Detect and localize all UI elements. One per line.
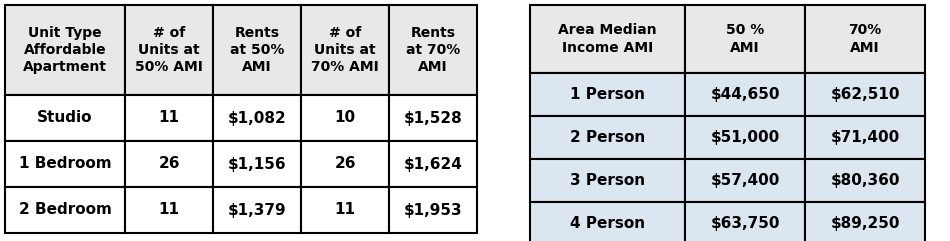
Bar [805,116,925,159]
Bar [685,159,805,202]
Text: Rents
at 50%
AMI: Rents at 50% AMI [230,26,284,74]
Bar [805,202,925,241]
Bar [530,5,685,73]
Bar [685,5,805,73]
Bar [213,95,301,141]
Text: $71,400: $71,400 [830,130,900,145]
Bar [530,159,685,202]
Text: 50 %
AMI: 50 % AMI [726,23,764,55]
Text: Unit Type
Affordable
Apartment: Unit Type Affordable Apartment [23,26,107,74]
Text: 11: 11 [159,202,180,217]
Text: 4 Person: 4 Person [570,216,645,231]
Bar [530,202,685,241]
Text: $1,379: $1,379 [228,202,286,217]
Text: Studio: Studio [37,111,93,126]
Bar [389,187,477,233]
Text: $1,624: $1,624 [404,156,463,172]
Bar [301,5,389,95]
Bar [5,141,125,187]
Bar [5,187,125,233]
Bar [301,95,389,141]
Text: 10: 10 [334,111,355,126]
Text: $57,400: $57,400 [711,173,780,188]
Text: $80,360: $80,360 [830,173,900,188]
Text: # of
Units at
70% AMI: # of Units at 70% AMI [312,26,379,74]
Bar [125,95,213,141]
Bar [685,116,805,159]
Text: $51,000: $51,000 [711,130,780,145]
Text: 11: 11 [159,111,180,126]
Bar [301,141,389,187]
Text: $1,528: $1,528 [404,111,463,126]
Text: $63,750: $63,750 [711,216,780,231]
Bar [213,5,301,95]
Bar [685,202,805,241]
Bar [5,95,125,141]
Text: $89,250: $89,250 [830,216,900,231]
Bar [805,159,925,202]
Bar [125,141,213,187]
Bar [125,187,213,233]
Bar [389,5,477,95]
Text: $1,082: $1,082 [228,111,286,126]
Text: 26: 26 [159,156,180,172]
Text: 1 Person: 1 Person [570,87,645,102]
Text: Rents
at 70%
AMI: Rents at 70% AMI [406,26,460,74]
Text: $62,510: $62,510 [830,87,900,102]
Text: 2 Bedroom: 2 Bedroom [19,202,111,217]
Bar [685,73,805,116]
Bar [389,95,477,141]
Bar [805,73,925,116]
Bar [301,187,389,233]
Text: 11: 11 [334,202,355,217]
Text: $1,156: $1,156 [228,156,286,172]
Bar [805,5,925,73]
Bar [389,141,477,187]
Text: Area Median
Income AMI: Area Median Income AMI [559,23,656,55]
Bar [125,5,213,95]
Text: $1,953: $1,953 [404,202,463,217]
Text: # of
Units at
50% AMI: # of Units at 50% AMI [135,26,203,74]
Text: 2 Person: 2 Person [570,130,645,145]
Text: 1 Bedroom: 1 Bedroom [19,156,111,172]
Bar [530,73,685,116]
Text: 26: 26 [334,156,355,172]
Bar [5,5,125,95]
Bar [530,116,685,159]
Text: 3 Person: 3 Person [570,173,645,188]
Text: $44,650: $44,650 [711,87,780,102]
Text: 70%
AMI: 70% AMI [848,23,882,55]
Bar [213,141,301,187]
Bar [213,187,301,233]
